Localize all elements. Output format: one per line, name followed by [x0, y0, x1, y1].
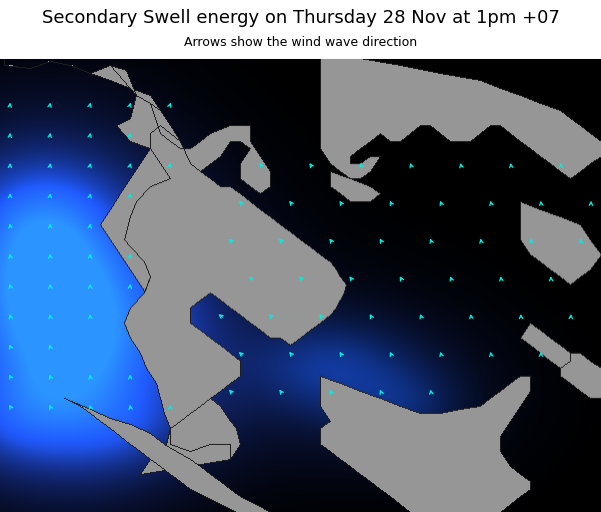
Text: Secondary Swell energy on Thursday 28 Nov at 1pm +07: Secondary Swell energy on Thursday 28 No… — [41, 9, 560, 27]
Text: Arrows show the wind wave direction: Arrows show the wind wave direction — [184, 36, 417, 49]
